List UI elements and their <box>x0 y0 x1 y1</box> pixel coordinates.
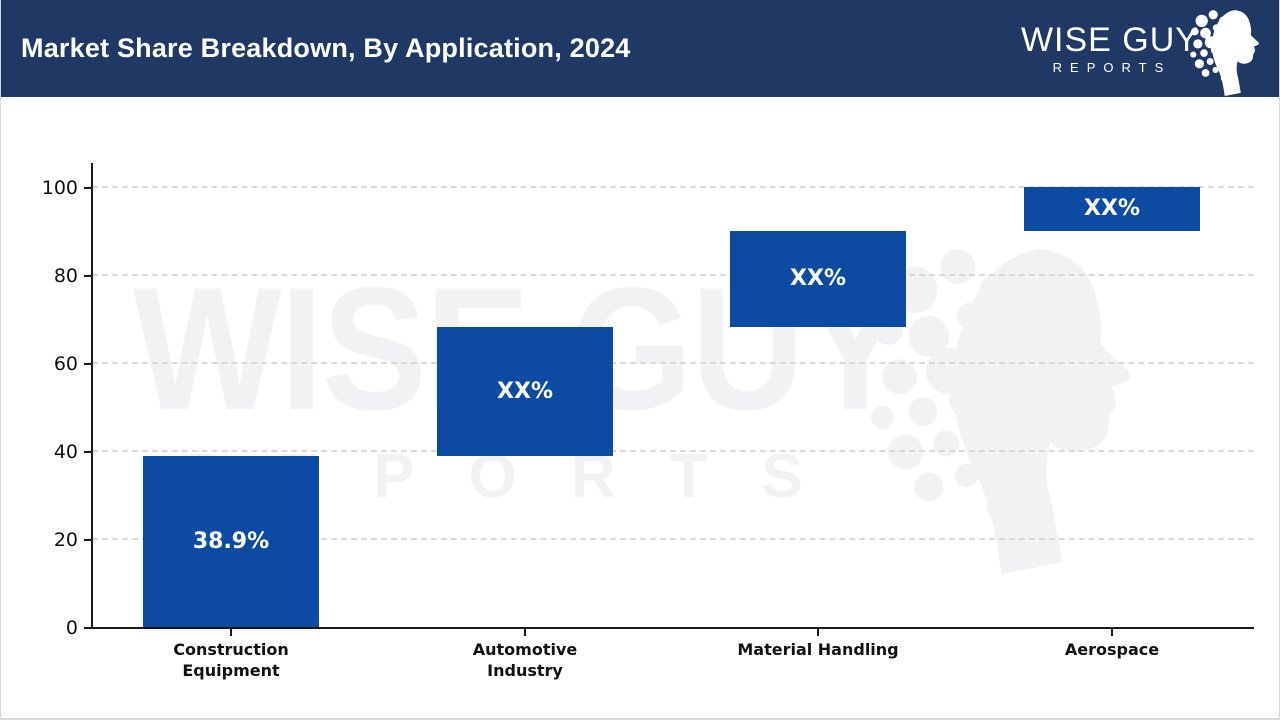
gridline-80 <box>92 273 1254 276</box>
bar-construction-equipment: 38.9% <box>143 455 319 627</box>
bar-value-label: XX% <box>1084 196 1140 222</box>
logo-text: WISE GUY REPORTS <box>1021 23 1199 75</box>
gridline-60 <box>92 361 1254 364</box>
dotted-head-logo-icon <box>1185 4 1269 96</box>
bar-automotive-industry: XX% <box>437 327 613 456</box>
y-tick-20 <box>84 538 91 541</box>
y-tick-label-20: 20 <box>53 528 78 551</box>
y-tick-60 <box>84 362 91 365</box>
gridline-40 <box>92 449 1254 452</box>
bar-value-label: XX% <box>497 378 553 404</box>
x-axis-line <box>90 627 1254 629</box>
x-tick-3 <box>1111 629 1113 636</box>
bar-aerospace: XX% <box>1024 186 1200 231</box>
x-category-label-line: Aerospace <box>1064 640 1160 659</box>
x-tick-2 <box>817 629 819 636</box>
x-category-label-line: Automotive <box>472 640 578 659</box>
y-tick-80 <box>84 274 91 277</box>
x-category-label-construction-equipment: Construction Equipment <box>111 639 351 681</box>
gridline-20 <box>92 537 1254 540</box>
bar-value-label: 38.9% <box>192 528 270 554</box>
header: Market Share Breakdown, By Application, … <box>1 0 1279 97</box>
y-tick-100 <box>84 186 91 189</box>
x-category-label-material-handling: Material Handling <box>698 639 938 660</box>
bar-value-label: XX% <box>790 266 846 292</box>
y-tick-label-100: 100 <box>41 176 78 199</box>
x-category-label-line: Industry <box>487 661 563 680</box>
y-tick-label-0: 0 <box>65 617 78 639</box>
x-category-label-line: Construction <box>173 640 289 659</box>
x-category-label-automotive-industry: Automotive Industry <box>405 639 645 681</box>
y-tick-label-80: 80 <box>53 264 78 287</box>
wiseguy-logo: WISE GUY REPORTS <box>1021 0 1269 97</box>
logo-subtext: REPORTS <box>1052 59 1172 75</box>
x-category-label-line: Material Handling <box>737 640 899 659</box>
bar-material-handling: XX% <box>730 230 906 328</box>
logo-wordmark: WISE GUY <box>1020 20 1199 59</box>
x-tick-1 <box>524 629 526 636</box>
y-tick-label-60: 60 <box>53 352 78 375</box>
y-axis-line <box>91 163 93 629</box>
y-tick-label-40: 40 <box>53 440 78 463</box>
x-tick-0 <box>230 629 232 636</box>
chart-title: Market Share Breakdown, By Application, … <box>21 33 631 63</box>
y-tick-40 <box>84 450 91 453</box>
gridline-100 <box>92 185 1254 188</box>
y-tick-0 <box>84 627 91 629</box>
x-category-label-aerospace: Aerospace <box>992 639 1232 660</box>
x-category-label-line: Equipment <box>182 661 280 680</box>
